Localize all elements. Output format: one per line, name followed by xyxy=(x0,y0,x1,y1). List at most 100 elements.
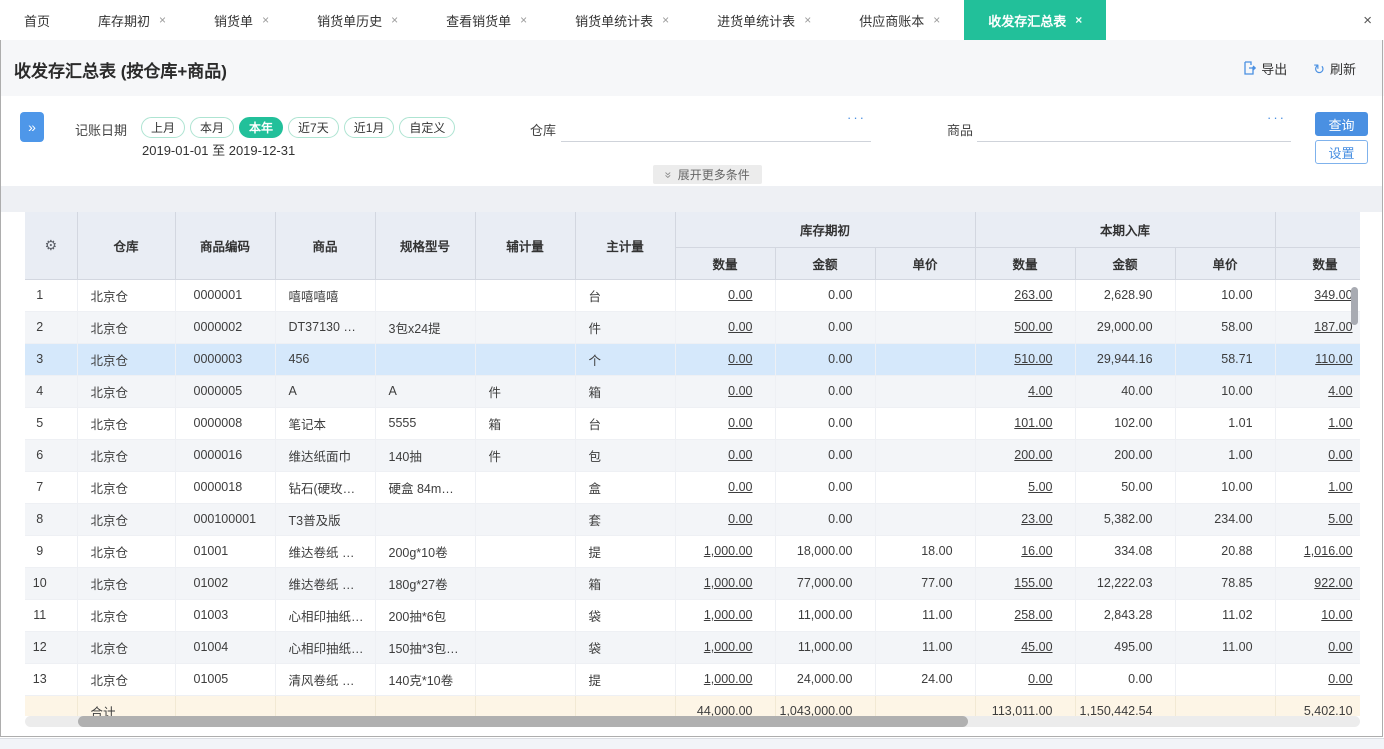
date-pill-本月[interactable]: 本月 xyxy=(190,117,235,138)
qty-drilldown-link[interactable]: 0.00 xyxy=(1028,672,1053,686)
tab-首页[interactable]: 首页 xyxy=(0,0,74,40)
table-row[interactable]: 12 北京仓 01004 心相印抽纸… 150抽*3包… 袋 1,000.00 11,000.… xyxy=(25,631,1360,664)
table-row[interactable]: 10 北京仓 01002 维达卷纸 … 180g*27卷 箱 1,000.00 77,000.… xyxy=(25,567,1360,600)
qty-drilldown-link[interactable]: 1,016.00 xyxy=(1303,544,1353,558)
qty-drilldown-link[interactable]: 922.00 xyxy=(1314,576,1353,590)
qty-drilldown-link[interactable]: 155.00 xyxy=(1014,576,1053,590)
tab-查看销货单[interactable]: 查看销货单 × xyxy=(422,0,551,40)
cell-main: 提 xyxy=(575,663,676,696)
tab-销货单历史[interactable]: 销货单历史 × xyxy=(293,0,422,40)
qty-drilldown-link[interactable]: 0.00 xyxy=(1328,448,1353,462)
qty-drilldown-link[interactable]: 110.00 xyxy=(1315,352,1353,366)
table-row[interactable]: 3 北京仓 0000003 456 个 0.00 0.00 510.00 29,944.16 58… xyxy=(25,343,1360,376)
qty-drilldown-link[interactable]: 0.00 xyxy=(1328,672,1353,686)
collapse-filter-button[interactable]: » xyxy=(20,112,44,142)
qty-drilldown-link[interactable]: 263.00 xyxy=(1014,288,1053,302)
table-row[interactable]: 1 北京仓 0000001 嘻嘻嘻嘻 台 0.00 0.00 263.00 2,628.90 10… xyxy=(25,279,1360,312)
warehouse-input[interactable] xyxy=(561,108,871,141)
qty-drilldown-link[interactable]: 0.00 xyxy=(728,288,753,302)
qty-drilldown-link[interactable]: 500.00 xyxy=(1014,320,1053,334)
qty-drilldown-link[interactable]: 1,000.00 xyxy=(703,576,753,590)
qty-drilldown-link[interactable]: 0.00 xyxy=(728,320,753,334)
close-all-tabs-icon[interactable]: × xyxy=(1363,11,1372,29)
table-row[interactable]: 11 北京仓 01003 心相印抽纸… 200抽*6包 袋 1,000.00 11,000.0… xyxy=(25,599,1360,632)
qty-drilldown-link[interactable]: 4.00 xyxy=(1028,384,1053,398)
table-row[interactable]: 8 北京仓 000100001 T3普及版 套 0.00 0.00 23.00 5,382.00… xyxy=(25,503,1360,536)
tab-close-icon[interactable]: × xyxy=(804,13,812,27)
tab-进货单统计表[interactable]: 进货单统计表 × xyxy=(693,0,835,40)
product-picker-dots-icon[interactable]: ··· xyxy=(1267,110,1286,125)
qty-drilldown-link[interactable]: 4.00 xyxy=(1328,384,1353,398)
date-pill-自定义[interactable]: 自定义 xyxy=(399,117,456,138)
qty-drilldown-link[interactable]: 23.00 xyxy=(1021,512,1053,526)
date-pill-上月[interactable]: 上月 xyxy=(141,117,186,138)
table-row[interactable]: 7 北京仓 0000018 钻石(硬玫… 硬盒 84m… 盒 0.00 0.00 5.00 50.… xyxy=(25,471,1360,504)
qty-drilldown-link[interactable]: 1,000.00 xyxy=(703,672,753,686)
qty-drilldown-link[interactable]: 1,000.00 xyxy=(703,544,753,558)
cell-out_qty: 5.00 xyxy=(1275,503,1360,536)
qty-drilldown-link[interactable]: 510.00 xyxy=(1014,352,1053,366)
tab-close-icon[interactable]: × xyxy=(1075,13,1083,27)
qty-drilldown-link[interactable]: 1,000.00 xyxy=(703,640,753,654)
refresh-button[interactable]: ↻ 刷新 xyxy=(1313,59,1356,78)
column-settings-gear-icon[interactable]: ⚙ xyxy=(44,236,58,253)
table-row[interactable]: 6 北京仓 0000016 维达纸面巾 140抽件包 0.00 0.00 200.00 200.… xyxy=(25,439,1360,472)
qty-drilldown-link[interactable]: 0.00 xyxy=(1328,640,1353,654)
qty-drilldown-link[interactable]: 0.00 xyxy=(728,352,753,366)
tab-销货单统计表[interactable]: 销货单统计表 × xyxy=(551,0,693,40)
tab-close-icon[interactable]: × xyxy=(520,13,528,27)
table-row[interactable]: 4 北京仓 0000005 A A 件箱 0.00 0.00 4.00 40.00 10.00 4.0… xyxy=(25,375,1360,408)
qty-drilldown-link[interactable]: 0.00 xyxy=(728,512,753,526)
date-pill-本年[interactable]: 本年 xyxy=(239,117,284,138)
expand-more-conditions-button[interactable]: » 展开更多条件 xyxy=(653,165,762,184)
date-pill-近1月[interactable]: 近1月 xyxy=(343,117,395,138)
tab-供应商账本[interactable]: 供应商账本 × xyxy=(835,0,964,40)
tab-收发存汇总表[interactable]: 收发存汇总表 × xyxy=(964,0,1107,40)
tab-销货单[interactable]: 销货单 × xyxy=(190,0,293,40)
query-button[interactable]: 查询 xyxy=(1315,112,1368,136)
date-pill-近7天[interactable]: 近7天 xyxy=(288,117,339,138)
qty-drilldown-link[interactable]: 0.00 xyxy=(728,448,753,462)
qty-drilldown-link[interactable]: 349.00 xyxy=(1314,288,1353,302)
qty-drilldown-link[interactable]: 5.00 xyxy=(1328,512,1353,526)
qty-drilldown-link[interactable]: 200.00 xyxy=(1014,448,1053,462)
qty-drilldown-link[interactable]: 0.00 xyxy=(728,480,753,494)
warehouse-picker-dots-icon[interactable]: ··· xyxy=(847,110,866,125)
cell-spec: 200g*10卷 xyxy=(375,535,476,568)
cell-in_qty: 500.00 xyxy=(975,311,1076,344)
sub-header-单价: 单价 xyxy=(875,247,976,280)
horizontal-scrollbar[interactable] xyxy=(78,716,968,727)
cell-in_price: 1.00 xyxy=(1175,439,1276,472)
tab-close-icon[interactable]: × xyxy=(933,13,941,27)
qty-drilldown-link[interactable]: 1,000.00 xyxy=(703,608,753,622)
qty-drilldown-link[interactable]: 187.00 xyxy=(1314,320,1353,334)
export-button[interactable]: 导出 xyxy=(1242,59,1287,78)
qty-drilldown-link[interactable]: 0.00 xyxy=(728,416,753,430)
table-row[interactable]: 13 北京仓 01005 清风卷纸 … 140克*10卷 提 1,000.00 24,000.… xyxy=(25,663,1360,696)
qty-drilldown-link[interactable]: 258.00 xyxy=(1014,608,1053,622)
tab-close-icon[interactable]: × xyxy=(662,13,670,27)
settings-button[interactable]: 设置 xyxy=(1315,140,1368,164)
qty-drilldown-link[interactable]: 101.00 xyxy=(1014,416,1053,430)
qty-drilldown-link[interactable]: 45.00 xyxy=(1021,640,1053,654)
vertical-scrollbar[interactable] xyxy=(1351,287,1358,325)
table-row[interactable]: 2 北京仓 0000002 DT37130 … 3包x24提 件 0.00 0.00 500.0… xyxy=(25,311,1360,344)
qty-drilldown-link[interactable]: 0.00 xyxy=(728,384,753,398)
cell-product: A xyxy=(275,375,376,408)
qty-drilldown-link[interactable]: 1.00 xyxy=(1328,416,1353,430)
product-input[interactable] xyxy=(977,108,1291,141)
date-range-value[interactable]: 2019-01-01 至 2019-12-31 xyxy=(142,143,296,158)
cell-in_amt: 50.00 xyxy=(1075,471,1176,504)
cell-code: 01001 xyxy=(175,535,276,568)
qty-drilldown-link[interactable]: 1.00 xyxy=(1328,480,1353,494)
table-row[interactable]: 5 北京仓 0000008 笔记本 5555 箱台 0.00 0.00 101.00 102.00… xyxy=(25,407,1360,440)
tab-close-icon[interactable]: × xyxy=(262,13,270,27)
qty-drilldown-link[interactable]: 5.00 xyxy=(1028,480,1053,494)
cell-open_qty: 0.00 xyxy=(675,279,776,312)
qty-drilldown-link[interactable]: 10.00 xyxy=(1321,608,1353,622)
tab-库存期初[interactable]: 库存期初 × xyxy=(74,0,190,40)
tab-close-icon[interactable]: × xyxy=(159,13,167,27)
qty-drilldown-link[interactable]: 16.00 xyxy=(1021,544,1053,558)
tab-close-icon[interactable]: × xyxy=(391,13,399,27)
table-row[interactable]: 9 北京仓 01001 维达卷纸 … 200g*10卷 提 1,000.00 18,000.0… xyxy=(25,535,1360,568)
